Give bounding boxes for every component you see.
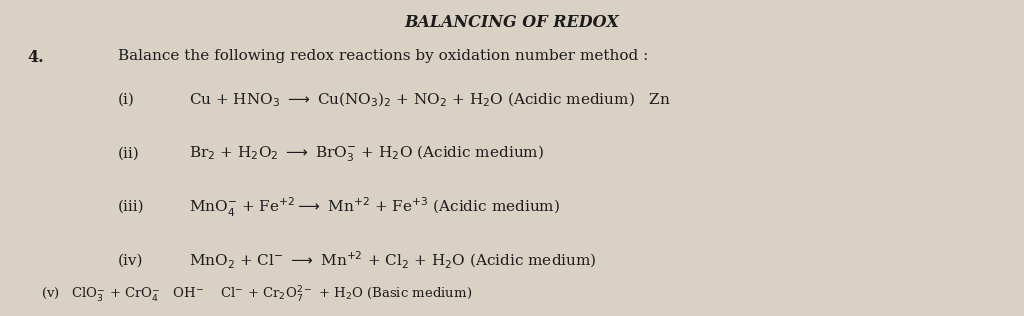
Text: (iv): (iv) xyxy=(118,254,143,268)
Text: 4.: 4. xyxy=(28,49,44,66)
Text: Balance the following redox reactions by oxidation number method :: Balance the following redox reactions by… xyxy=(118,49,648,63)
Text: Cu + HNO$_3$ $\longrightarrow$ Cu(NO$_3$)$_2$ + NO$_2$ + H$_2$O (Acidic medium) : Cu + HNO$_3$ $\longrightarrow$ Cu(NO$_3$… xyxy=(189,90,671,109)
Text: (iii): (iii) xyxy=(118,200,144,214)
Text: (ii): (ii) xyxy=(118,146,139,160)
Text: Br$_2$ + H$_2$O$_2$ $\longrightarrow$ BrO$_3^{-}$ + H$_2$O (Acidic medium): Br$_2$ + H$_2$O$_2$ $\longrightarrow$ Br… xyxy=(189,143,545,163)
Text: MnO$_2$ + Cl$^{-}$ $\longrightarrow$ Mn$^{+2}$ + Cl$_2$ + H$_2$O (Acidic medium): MnO$_2$ + Cl$^{-}$ $\longrightarrow$ Mn$… xyxy=(189,250,597,271)
Text: (v)   ClO$_3^{-}$ + CrO$_4^{-}$   OH$^{-}$    Cl$^{-}$ + Cr$_2$O$_7^{2-}$ + H$_2: (v) ClO$_3^{-}$ + CrO$_4^{-}$ OH$^{-}$ C… xyxy=(41,285,472,305)
Text: BALANCING OF REDOX: BALANCING OF REDOX xyxy=(404,14,620,31)
Text: (i): (i) xyxy=(118,93,134,106)
Text: MnO$_4^{-}$ + Fe$^{+2}$$\longrightarrow$ Mn$^{+2}$ + Fe$^{+3}$ (Acidic medium): MnO$_4^{-}$ + Fe$^{+2}$$\longrightarrow$… xyxy=(189,195,560,219)
